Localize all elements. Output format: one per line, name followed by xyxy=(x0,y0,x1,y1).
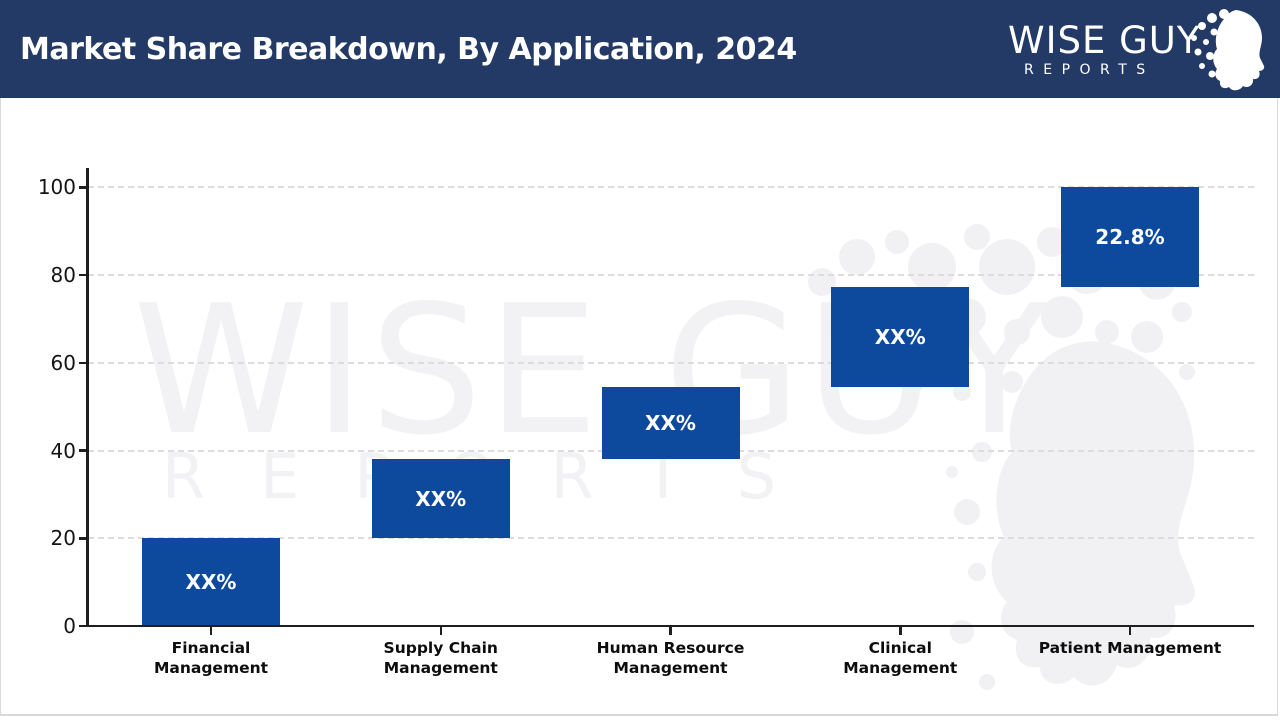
bar-segment: 22.8% xyxy=(1061,187,1199,288)
x-axis-tick xyxy=(899,627,902,635)
grid-line xyxy=(88,274,1254,277)
x-axis-tick xyxy=(209,627,213,635)
x-axis-tick xyxy=(439,627,442,635)
x-category-label: Supply Chain Management xyxy=(383,639,498,678)
y-tick-label: 40 xyxy=(50,438,76,463)
bar-segment: XX% xyxy=(371,459,510,539)
y-tick-label: 20 xyxy=(50,526,76,551)
y-axis-tick xyxy=(79,624,88,628)
bar-value-label: XX% xyxy=(185,570,237,595)
x-axis-tick xyxy=(669,627,672,635)
bar-segment: XX% xyxy=(831,287,970,387)
bar-value-label: XX% xyxy=(645,411,696,436)
y-tick-label: 100 xyxy=(37,175,76,200)
x-category-label: Clinical Management xyxy=(843,639,958,678)
x-axis-tick xyxy=(1128,627,1132,635)
y-axis-tick xyxy=(79,273,88,277)
logo-tagline: REPORTS xyxy=(1024,62,1155,78)
content-frame xyxy=(0,98,1278,716)
y-axis-tick xyxy=(79,537,88,540)
logo: WISE GUY REPORTS xyxy=(1008,8,1266,92)
logo-text: WISE GUY REPORTS xyxy=(1008,22,1200,78)
y-tick-label: 0 xyxy=(63,614,76,638)
y-axis-tick xyxy=(79,186,88,189)
chart-title: Market Share Breakdown, By Application, … xyxy=(20,31,797,67)
y-axis-tick xyxy=(79,361,88,365)
grid-line xyxy=(88,186,1254,189)
bar-segment: XX% xyxy=(142,538,280,626)
x-category-label: Financial Management xyxy=(153,639,269,678)
header-bar: Market Share Breakdown, By Application, … xyxy=(0,0,1280,98)
y-tick-label: 80 xyxy=(50,263,76,288)
y-tick-label: 60 xyxy=(50,350,76,375)
x-category-label: Patient Management xyxy=(1038,639,1222,657)
grid-line xyxy=(88,537,1254,540)
bar-segment: XX% xyxy=(601,386,740,460)
grid-line xyxy=(88,361,1254,364)
y-axis-tick xyxy=(79,449,88,452)
y-axis-line xyxy=(86,168,89,627)
logo-wordmark: WISE GUY xyxy=(1008,19,1201,62)
bar-value-label: XX% xyxy=(415,486,467,511)
x-axis-line xyxy=(86,624,1254,627)
bar-value-label: XX% xyxy=(874,325,926,350)
x-category-label: Human Resource Management xyxy=(596,639,745,678)
logo-face-icon xyxy=(1191,9,1265,91)
bar-value-label: 22.8% xyxy=(1095,225,1165,250)
